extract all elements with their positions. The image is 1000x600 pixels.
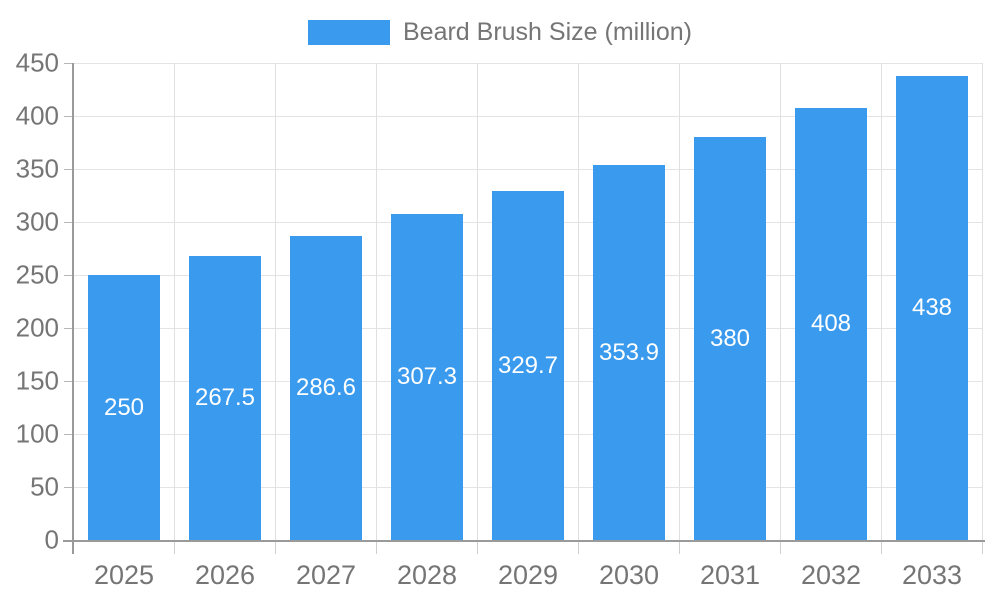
bar-value-label: 267.5 [194, 384, 256, 411]
x-gridline [780, 63, 781, 540]
x-axis-label: 2027 [295, 560, 357, 590]
y-gridline [73, 169, 982, 170]
legend-swatch [308, 20, 390, 45]
x-axis-label: 2029 [497, 560, 559, 590]
x-axis-tick [881, 540, 882, 554]
bar[interactable] [694, 137, 766, 540]
bar-value-label: 438 [911, 294, 953, 321]
x-axis-label: 2033 [901, 560, 963, 590]
bar-value-label: 329.7 [497, 352, 559, 379]
x-axis-tick [174, 540, 175, 554]
x-axis-label: 2025 [93, 560, 155, 590]
y-axis-label: 200 [15, 312, 59, 343]
bar-value-label: 307.3 [396, 363, 458, 390]
y-axis-tick [64, 63, 73, 64]
bar-value-label: 380 [709, 325, 751, 352]
bar[interactable] [88, 275, 160, 540]
bar[interactable] [290, 236, 362, 540]
x-axis-tick [477, 540, 478, 554]
y-gridline [73, 63, 982, 64]
x-gridline [679, 63, 680, 540]
x-gridline [982, 63, 983, 540]
x-gridline [376, 63, 377, 540]
y-axis-label: 300 [15, 206, 59, 237]
y-axis-tick [64, 434, 73, 435]
x-gridline [881, 63, 882, 540]
bar-value-label: 286.6 [295, 374, 357, 401]
y-axis-tick [64, 381, 73, 382]
y-axis-label: 350 [15, 153, 59, 184]
x-axis-line [63, 540, 985, 542]
bar-value-label: 408 [810, 310, 852, 337]
x-gridline [275, 63, 276, 540]
x-gridline [174, 63, 175, 540]
y-axis-tick [64, 275, 73, 276]
legend[interactable]: Beard Brush Size (million) [0, 18, 1000, 47]
x-axis-label: 2032 [800, 560, 862, 590]
y-axis-tick [64, 328, 73, 329]
y-gridline [73, 116, 982, 117]
bar[interactable] [896, 76, 968, 540]
y-axis-tick [64, 169, 73, 170]
bar[interactable] [593, 165, 665, 540]
x-axis-label: 2031 [699, 560, 761, 590]
y-axis-label: 0 [44, 524, 59, 555]
y-axis-label: 100 [15, 418, 59, 449]
legend-label: Beard Brush Size (million) [403, 18, 692, 46]
bar-value-label: 353.9 [598, 339, 660, 366]
y-axis-tick [64, 222, 73, 223]
x-axis-tick [578, 540, 579, 554]
x-axis-tick [376, 540, 377, 554]
x-axis-tick [679, 540, 680, 554]
x-gridline [578, 63, 579, 540]
y-axis-tick [64, 116, 73, 117]
y-axis-label: 400 [15, 100, 59, 131]
x-axis-tick [982, 540, 983, 554]
x-axis-tick [780, 540, 781, 554]
bar-value-label: 250 [103, 394, 145, 421]
y-axis-label: 50 [30, 471, 59, 502]
y-axis-label: 450 [15, 47, 59, 78]
bar[interactable] [795, 108, 867, 540]
x-axis-tick [275, 540, 276, 554]
bar[interactable] [492, 191, 564, 540]
y-axis-label: 150 [15, 365, 59, 396]
x-axis-label: 2028 [396, 560, 458, 590]
x-axis-label: 2030 [598, 560, 660, 590]
y-axis-tick [64, 487, 73, 488]
y-axis-label: 250 [15, 259, 59, 290]
x-axis-label: 2026 [194, 560, 256, 590]
bar[interactable] [391, 214, 463, 540]
x-gridline [477, 63, 478, 540]
y-axis-line [72, 63, 74, 554]
bar[interactable] [189, 256, 261, 540]
